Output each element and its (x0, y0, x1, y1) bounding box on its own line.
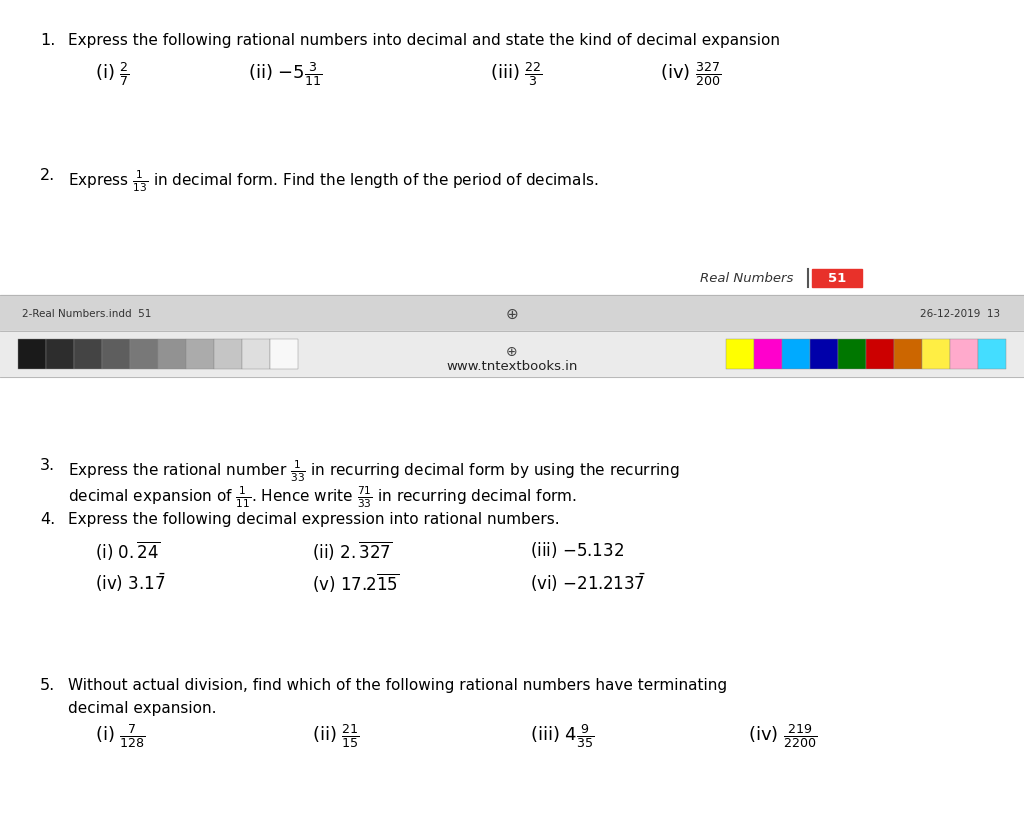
Text: (iii) $4\frac{9}{35}$: (iii) $4\frac{9}{35}$ (530, 721, 594, 749)
Bar (158, 340, 186, 370)
Text: 51: 51 (827, 272, 846, 285)
Bar (74, 340, 102, 370)
Text: (iv) $\frac{219}{2200}$: (iv) $\frac{219}{2200}$ (748, 721, 817, 749)
Text: 2-Real Numbers.indd  51: 2-Real Numbers.indd 51 (22, 308, 152, 318)
Bar (866, 340, 894, 370)
Text: (iv) $\frac{327}{200}$: (iv) $\frac{327}{200}$ (660, 60, 722, 88)
Text: 3.: 3. (40, 457, 55, 472)
Text: (ii) $2.\overline{327}$: (ii) $2.\overline{327}$ (312, 539, 392, 562)
Text: 1.: 1. (40, 33, 55, 48)
Bar (754, 340, 782, 370)
Text: (vi) $-21.213\bar{7}$: (vi) $-21.213\bar{7}$ (530, 571, 645, 594)
Text: Without actual division, find which of the following rational numbers have termi: Without actual division, find which of t… (68, 677, 727, 692)
Bar (922, 340, 950, 370)
Text: ⊕: ⊕ (506, 345, 518, 359)
Text: www.tntextbooks.in: www.tntextbooks.in (446, 360, 578, 373)
Bar (130, 340, 158, 370)
Bar (894, 340, 922, 370)
Bar (838, 340, 866, 370)
Bar (186, 340, 214, 370)
Bar (0, 295, 1024, 332)
Bar (950, 340, 978, 370)
Bar (102, 340, 130, 370)
Text: 4.: 4. (40, 511, 55, 526)
Text: 26-12-2019  13: 26-12-2019 13 (920, 308, 1000, 318)
Text: decimal expansion.: decimal expansion. (68, 700, 216, 715)
Text: Express the rational number $\frac{1}{33}$ in recurring decimal form by using th: Express the rational number $\frac{1}{33… (68, 457, 680, 483)
Text: Express the following decimal expression into rational numbers.: Express the following decimal expression… (68, 511, 560, 526)
Bar (0, 332, 1024, 378)
Text: Express the following rational numbers into decimal and state the kind of decima: Express the following rational numbers i… (68, 33, 780, 48)
Text: Express $\frac{1}{13}$ in decimal form. Find the length of the period of decimal: Express $\frac{1}{13}$ in decimal form. … (68, 168, 599, 194)
Text: Real Numbers: Real Numbers (700, 272, 794, 285)
Bar (242, 340, 270, 370)
Bar (978, 340, 1006, 370)
Bar (782, 340, 810, 370)
Text: (ii) $-5\frac{3}{11}$: (ii) $-5\frac{3}{11}$ (248, 60, 323, 88)
Text: decimal expansion of $\frac{1}{11}$. Hence write $\frac{71}{33}$ in recurring de: decimal expansion of $\frac{1}{11}$. Hen… (68, 484, 577, 509)
Bar (726, 340, 754, 370)
Text: (iii) $\frac{22}{3}$: (iii) $\frac{22}{3}$ (490, 60, 543, 88)
Text: 2.: 2. (40, 168, 55, 183)
Text: 5.: 5. (40, 677, 55, 692)
Bar (270, 340, 298, 370)
Text: (v) $17.2\overline{15}$: (v) $17.2\overline{15}$ (312, 571, 399, 595)
Bar (812, 270, 862, 288)
Text: (iv) $3.1\bar{7}$: (iv) $3.1\bar{7}$ (95, 571, 166, 594)
Text: (i) $\frac{2}{7}$: (i) $\frac{2}{7}$ (95, 60, 130, 88)
Bar (214, 340, 242, 370)
Text: (i) $0.\overline{24}$: (i) $0.\overline{24}$ (95, 539, 160, 562)
Text: (ii) $\frac{21}{15}$: (ii) $\frac{21}{15}$ (312, 721, 359, 749)
Bar (18, 340, 46, 370)
Text: (i) $\frac{7}{128}$: (i) $\frac{7}{128}$ (95, 721, 145, 749)
Text: ⊕: ⊕ (506, 306, 518, 321)
Bar (46, 340, 74, 370)
Text: (iii) $-5.132$: (iii) $-5.132$ (530, 539, 624, 559)
Bar (810, 340, 838, 370)
